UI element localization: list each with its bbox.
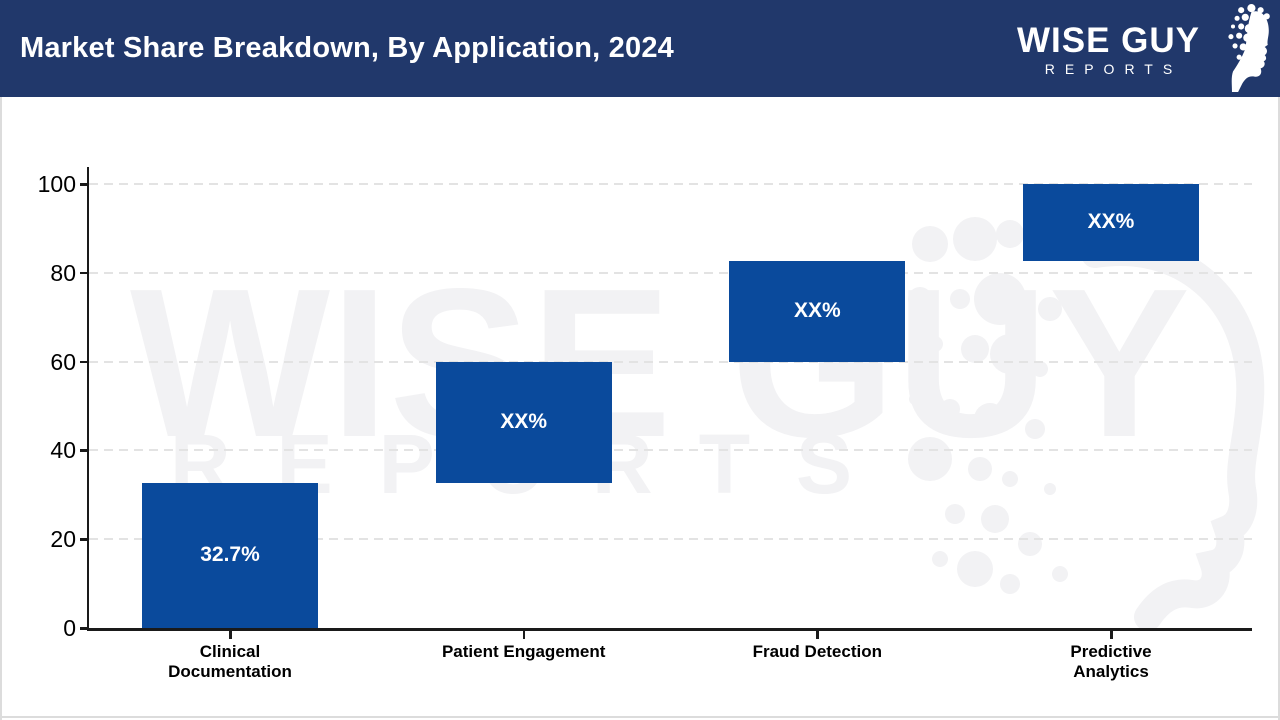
category-label: Fraud Detection bbox=[752, 642, 882, 661]
gridline bbox=[89, 183, 1252, 185]
bar-value-label: 32.7% bbox=[200, 543, 260, 567]
x-tick-mark bbox=[816, 630, 819, 639]
bar-segment: XX% bbox=[435, 361, 612, 483]
y-tick-mark bbox=[80, 627, 89, 630]
bar-value-label: XX% bbox=[793, 299, 841, 323]
x-axis bbox=[86, 628, 1252, 631]
gridline bbox=[89, 360, 1252, 363]
y-tick-mark bbox=[80, 538, 89, 541]
y-tick-mark bbox=[80, 360, 89, 364]
header: Market Share Breakdown, By Application, … bbox=[0, 0, 1280, 97]
bar-value-label: XX% bbox=[1087, 210, 1135, 234]
bar-segment: XX% bbox=[1023, 184, 1199, 261]
y-tick-label: 80 bbox=[50, 259, 76, 286]
logo-wordmark: WISE GUY bbox=[1016, 20, 1200, 60]
bar-segment: XX% bbox=[729, 260, 906, 362]
page-border-left bbox=[0, 97, 2, 720]
gridline bbox=[89, 538, 1252, 541]
y-tick-label: 20 bbox=[50, 526, 76, 553]
page-border-bottom bbox=[0, 716, 1280, 718]
x-tick-mark bbox=[522, 630, 526, 639]
plot-area: 0 20 40 60 80 100 32.7% Clinical Documentation X… bbox=[0, 97, 1280, 720]
y-tick-label: 40 bbox=[50, 437, 76, 464]
x-tick-mark bbox=[1110, 630, 1113, 639]
logo-subtext: REPORTS bbox=[1044, 60, 1183, 77]
gridline bbox=[89, 449, 1252, 452]
category-label: Clinical Documentation bbox=[168, 642, 292, 681]
waterfall-chart: WISE GUY REPORTS 02040608010032.7%Clinic… bbox=[0, 97, 1280, 720]
y-tick-label: 100 bbox=[37, 171, 76, 197]
y-tick-label: 0 bbox=[63, 615, 76, 641]
y-tick-label: 60 bbox=[50, 348, 76, 375]
y-tick-mark bbox=[80, 449, 89, 452]
gridline bbox=[89, 271, 1252, 274]
bar-segment: 32.7% bbox=[142, 482, 318, 628]
page-title: Market Share Breakdown, By Application, … bbox=[20, 32, 674, 64]
x-tick-mark bbox=[229, 630, 232, 639]
logo-text: WISE GUY REPORTS bbox=[1017, 23, 1200, 76]
logo-face-icon bbox=[1228, 4, 1270, 92]
page-border-right bbox=[1278, 97, 1280, 720]
wiseguy-logo: WISE GUY REPORTS bbox=[1017, 4, 1272, 94]
y-tick-mark bbox=[80, 271, 89, 275]
y-tick-mark bbox=[80, 183, 89, 186]
category-label: Predictive Analytics bbox=[1070, 642, 1152, 681]
y-axis bbox=[86, 167, 89, 631]
bar-value-label: XX% bbox=[500, 410, 548, 434]
watermark-face-icon bbox=[908, 217, 1265, 631]
category-label: Patient Engagement bbox=[441, 642, 606, 661]
